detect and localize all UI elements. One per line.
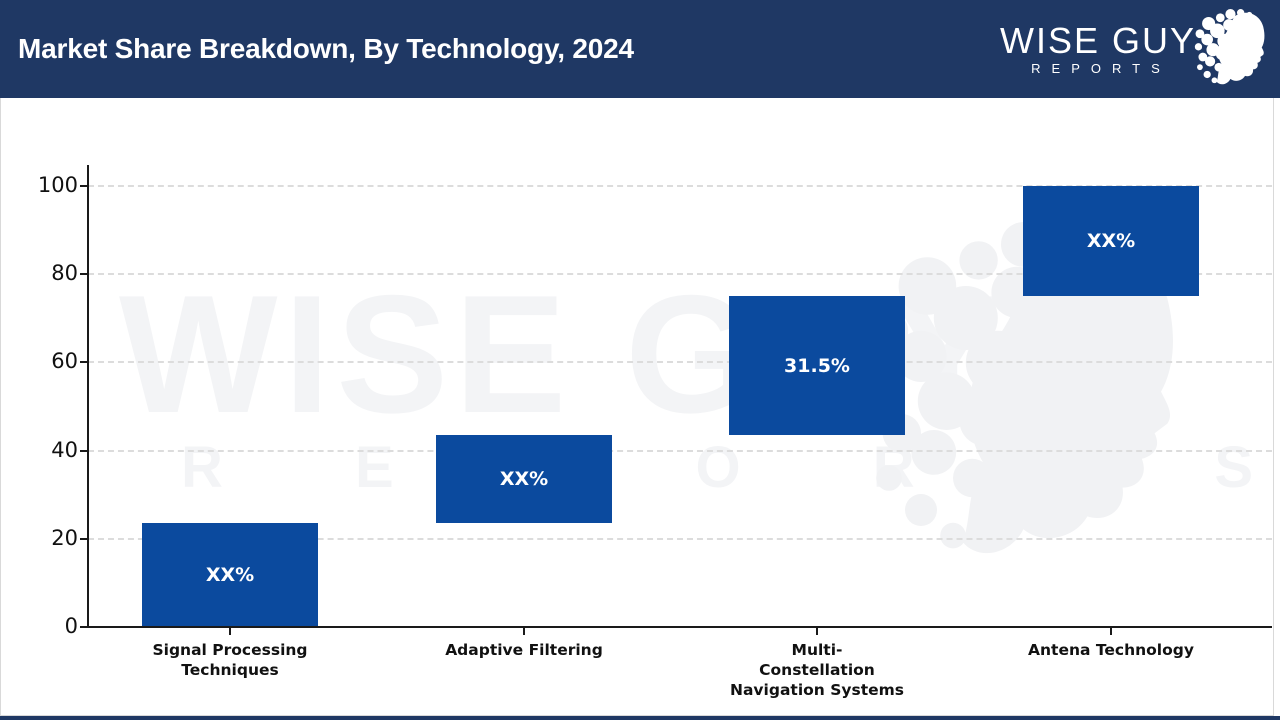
y-axis-tickmark: [80, 537, 88, 540]
y-axis-tickmark: [80, 273, 88, 276]
bar-value-label: XX%: [499, 468, 549, 491]
brand-sub: REPORTS: [1031, 61, 1171, 76]
x-axis-tickmark: [816, 628, 818, 635]
brand-face-icon: [1194, 9, 1265, 85]
x-axis-category-label: Signal Processing Techniques: [152, 641, 308, 679]
brand-name: WISE GUY: [999, 20, 1196, 61]
x-axis-line: [87, 626, 1272, 628]
header: Market Share Breakdown, By Technology, 2…: [0, 0, 1280, 98]
x-axis-tickmark: [523, 628, 525, 635]
x-axis-category-label: Adaptive Filtering: [445, 641, 603, 659]
page-title: Market Share Breakdown, By Technology, 2…: [18, 33, 634, 64]
gridline: [88, 273, 1272, 276]
x-axis-category-label: Antena Technology: [1028, 641, 1194, 659]
y-axis-tick-label: 60: [51, 349, 78, 374]
y-axis-line: [87, 165, 89, 628]
bar-value-label: 31.5%: [784, 354, 850, 377]
bar-segment: XX%: [142, 523, 318, 627]
x-axis-tickmark: [1110, 628, 1112, 635]
bar-segment: XX%: [436, 435, 612, 524]
y-axis-tickmark: [80, 449, 88, 452]
brand-logo: WISE GUY REPORTS: [1000, 9, 1266, 89]
y-axis-tick-label: 0: [64, 614, 78, 638]
y-axis-tickmark: [80, 361, 88, 364]
y-axis-tick-label: 20: [51, 525, 78, 550]
gridline: [88, 537, 1272, 540]
y-axis-tickmark: [80, 626, 88, 628]
y-axis-tick-label: 100: [37, 173, 78, 197]
gridline: [88, 185, 1272, 187]
y-axis-tickmark: [80, 185, 88, 187]
y-axis-tick-label: 40: [51, 437, 78, 462]
bar-value-label: XX%: [205, 564, 255, 587]
gridline: [88, 361, 1272, 364]
bar-segment: 31.5%: [729, 296, 905, 436]
footer-stripe: [0, 716, 1280, 720]
bar-value-label: XX%: [1086, 230, 1136, 253]
x-axis-category-label: Multi- Constellation Navigation Systems: [730, 641, 904, 699]
brand-text: WISE GUY REPORTS: [999, 20, 1196, 77]
bar-segment: XX%: [1023, 186, 1199, 297]
x-axis-tickmark: [229, 628, 231, 635]
y-axis-tick-label: 80: [51, 261, 78, 286]
gridline: [88, 449, 1272, 452]
